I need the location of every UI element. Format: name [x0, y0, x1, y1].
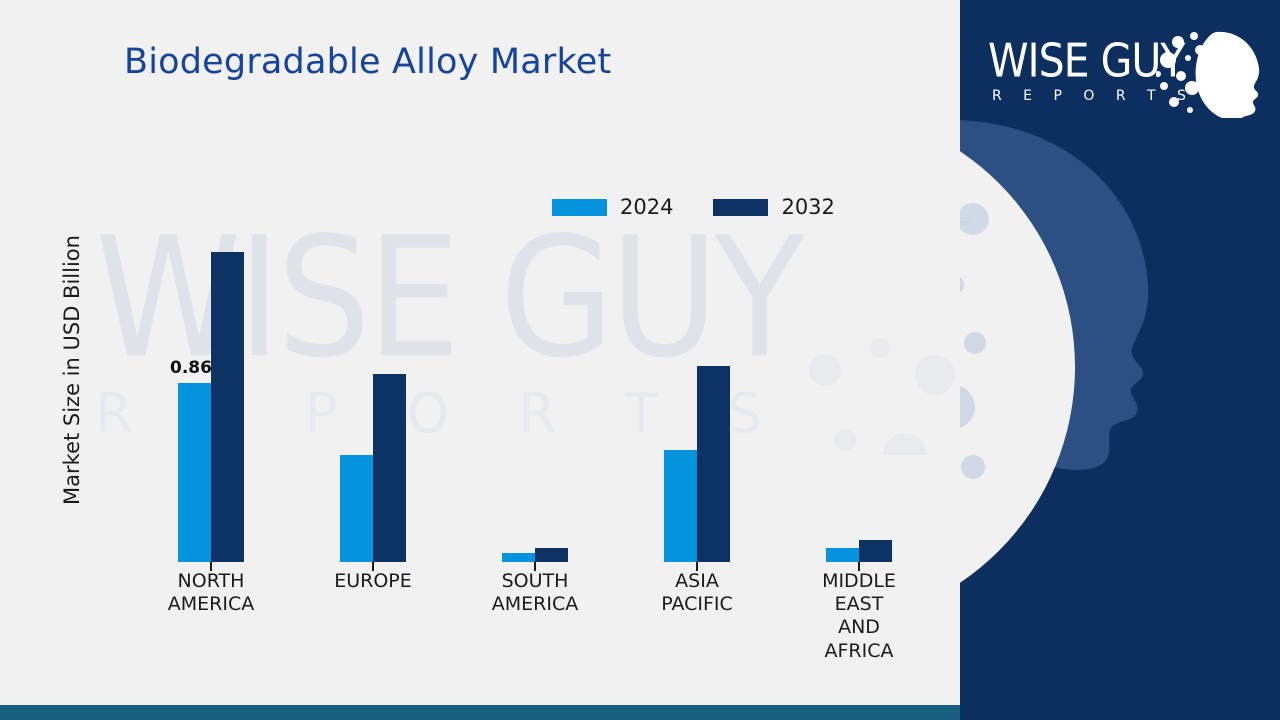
legend-label-2032: 2032 [781, 195, 835, 219]
brand-panel: WISE GUY R E P O R T S [960, 0, 1280, 720]
legend-label-2024: 2024 [620, 195, 674, 219]
x-label-north-america: NORTH AMERICA [167, 570, 255, 616]
bar-group-asia-pacific [616, 190, 778, 571]
bar-group-south-america [454, 190, 616, 571]
y-axis-title-text: Market Size in USD Billion [60, 235, 84, 505]
bar-groups: 0.86 [130, 190, 940, 571]
logo-head-icon [1156, 31, 1260, 118]
axis-tick-europe [372, 562, 374, 571]
bar-group-north-america: 0.86 [130, 190, 292, 571]
legend-item-2032[interactable]: 2032 [713, 195, 835, 219]
bar-2032-europe[interactable] [373, 374, 406, 562]
x-label-asia-pacific: ASIA PACIFIC [661, 570, 733, 616]
axis-tick-asia-pacific [696, 562, 698, 571]
bar-2024-middle-east-and-africa[interactable] [826, 548, 859, 562]
bar-2024-europe[interactable] [340, 455, 373, 562]
bar-2032-south-america[interactable] [535, 548, 568, 562]
legend-item-2024[interactable]: 2024 [552, 195, 673, 219]
brand-logo-wordmark: WISE GUY [988, 34, 1185, 88]
chart-panel: WISE GUY R E P O R T S Biodegradable [0, 42, 960, 720]
x-label-south-america: SOUTH AMERICA [491, 570, 579, 616]
bottom-accent-strip [0, 705, 960, 720]
brand-logo-subtitle: R E P O R T S [992, 88, 1195, 104]
bar-2032-asia-pacific[interactable] [697, 366, 730, 562]
bar-2024-south-america[interactable] [502, 553, 535, 562]
bar-group-middle-east-and-africa [778, 190, 940, 571]
y-axis-title: Market Size in USD Billion [54, 190, 88, 562]
axis-tick-middle-east-and-africa [858, 562, 860, 571]
page-title: Biodegradable Alloy Market [124, 42, 612, 82]
x-label-europe: EUROPE [334, 570, 412, 592]
axis-tick-south-america [534, 562, 536, 571]
axis-tick-north-america [210, 562, 212, 571]
x-axis-category-labels: NORTH AMERICA EUROPE SOUTH AMERICA ASIA … [130, 570, 940, 663]
legend-swatch-2024 [552, 198, 607, 216]
brand-logo: WISE GUY R E P O R T S [988, 30, 1260, 118]
bar-2024-north-america[interactable]: 0.86 [170, 358, 212, 562]
plot-area: 0.86 [130, 190, 940, 571]
bar-2032-north-america[interactable] [211, 252, 244, 562]
bar-2024-asia-pacific[interactable] [664, 450, 697, 562]
bar-chart: Market Size in USD Billion 0.86 [60, 190, 940, 690]
bar-2032-middle-east-and-africa[interactable] [859, 540, 892, 562]
legend-swatch-2032 [713, 198, 769, 216]
x-label-middle-east-and-africa: MIDDLE EAST AND AFRICA [822, 570, 896, 662]
brand-molecule-dots-icon [960, 203, 989, 479]
bar-value-label-north-america-2024: 0.86 [170, 358, 212, 378]
chart-legend: 2024 2032 [552, 195, 835, 219]
bar-group-europe [292, 190, 454, 571]
